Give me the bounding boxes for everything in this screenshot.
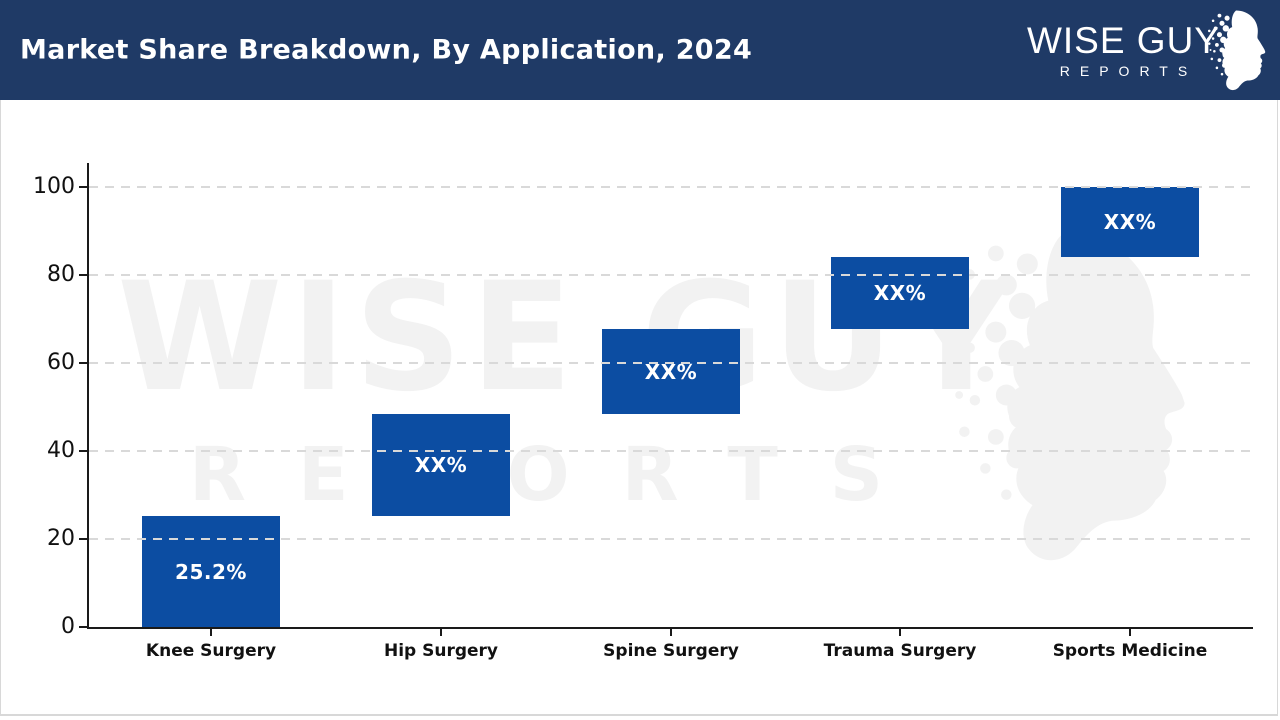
bar-trauma-surgery: XX% xyxy=(831,256,969,330)
gridline-40 xyxy=(89,450,1253,452)
wiseguy-face-icon xyxy=(1204,8,1268,92)
y-tick-label-20: 20 xyxy=(47,526,75,551)
bar-value-label-knee-surgery: 25.2% xyxy=(175,559,247,584)
y-tick-mark-60 xyxy=(79,362,87,364)
y-tick-mark-40 xyxy=(79,450,87,452)
y-tick-mark-80 xyxy=(79,274,87,276)
y-tick-label-0: 0 xyxy=(61,614,75,639)
x-axis-line xyxy=(87,627,1253,629)
x-category-label-sports-medicine: Sports Medicine xyxy=(1052,641,1208,661)
gridline-20 xyxy=(89,538,1253,540)
y-tick-label-80: 80 xyxy=(47,262,75,287)
y-tick-mark-0 xyxy=(79,626,87,628)
chart-title: Market Share Breakdown, By Application, … xyxy=(20,34,753,66)
x-tick-mark-spine-surgery xyxy=(670,629,672,636)
y-tick-label-100: 100 xyxy=(33,174,75,199)
bar-sports-medicine: XX% xyxy=(1061,187,1199,257)
x-tick-mark-hip-surgery xyxy=(440,629,442,636)
y-axis-line xyxy=(87,163,89,629)
bar-hip-surgery: XX% xyxy=(372,414,510,517)
bar-value-label-hip-surgery: XX% xyxy=(414,453,468,478)
x-category-label-hip-surgery: Hip Surgery xyxy=(383,641,499,661)
logo-text: WISE GUY REPORTS xyxy=(1027,22,1220,79)
wiseguy-logo: WISE GUY REPORTS xyxy=(1027,4,1268,96)
y-tick-label-40: 40 xyxy=(47,438,75,463)
x-tick-mark-trauma-surgery xyxy=(899,629,901,636)
y-tick-mark-100 xyxy=(79,186,87,188)
bar-value-label-trauma-surgery: XX% xyxy=(873,281,927,306)
bar-spine-surgery: XX% xyxy=(602,329,740,415)
gridline-80 xyxy=(89,274,1253,276)
gridline-60 xyxy=(89,362,1253,364)
x-tick-mark-knee-surgery xyxy=(210,629,212,636)
y-tick-mark-20 xyxy=(79,538,87,540)
x-category-label-trauma-surgery: Trauma Surgery xyxy=(823,641,977,661)
gridline-100 xyxy=(89,186,1253,188)
x-category-label-spine-surgery: Spine Surgery xyxy=(603,641,739,661)
logo-tagline: REPORTS xyxy=(1059,62,1198,79)
bar-knee-surgery: 25.2% xyxy=(142,516,280,627)
logo-name: WISE GUY xyxy=(1026,19,1220,61)
y-tick-label-60: 60 xyxy=(47,350,75,375)
header-bar: Market Share Breakdown, By Application, … xyxy=(0,0,1280,100)
bar-value-label-sports-medicine: XX% xyxy=(1103,209,1157,234)
plot-area: 0 20 40 60 80 100 25.2% Knee Surgery XX% Hip Surg… xyxy=(0,100,1280,720)
x-category-label-knee-surgery: Knee Surgery xyxy=(145,641,277,661)
x-tick-mark-sports-medicine xyxy=(1129,629,1131,636)
